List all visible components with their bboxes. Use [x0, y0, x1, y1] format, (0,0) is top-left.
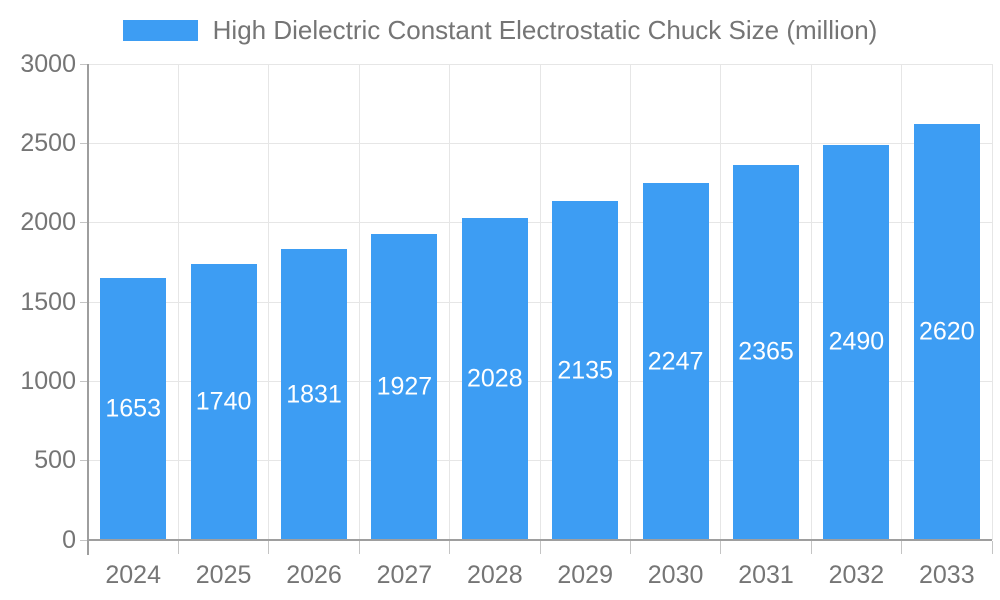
bar-2029[interactable]: 2135	[552, 201, 619, 540]
bar-2033[interactable]: 2620	[913, 124, 980, 540]
bar-value-label: 1927	[376, 372, 433, 401]
y-axis-line	[87, 64, 89, 555]
v-gridline	[358, 64, 360, 540]
bar-2030[interactable]: 2247	[642, 183, 709, 540]
y-axis-tick	[80, 380, 88, 382]
x-axis-tick	[720, 541, 722, 554]
legend-label: High Dielectric Constant Electrostatic C…	[212, 14, 878, 45]
x-axis-tick-label: 2028	[466, 561, 523, 589]
bar-value-label: 2028	[466, 364, 523, 393]
legend-swatch-icon	[122, 19, 198, 41]
x-axis-tick	[810, 541, 812, 554]
v-gridline	[177, 64, 179, 540]
x-axis-tick	[901, 541, 903, 554]
x-axis-tick	[991, 541, 993, 554]
y-axis-tick-label: 2000	[20, 208, 76, 237]
v-gridline	[268, 64, 270, 540]
y-axis-tick	[80, 460, 88, 462]
x-axis-tick	[449, 541, 451, 554]
bar-value-label: 2365	[738, 337, 794, 366]
v-gridline	[901, 64, 903, 540]
bar-2026[interactable]: 1831	[281, 249, 347, 540]
y-axis-tick	[80, 63, 88, 65]
bar-value-label: 1831	[286, 380, 342, 409]
y-axis-tick	[80, 222, 88, 224]
bar-2031[interactable]: 2365	[733, 164, 799, 540]
y-axis-tick	[80, 539, 88, 541]
bar-2032[interactable]: 2490	[823, 144, 890, 540]
x-axis-tick	[268, 541, 270, 554]
x-axis-tick-label: 2024	[105, 561, 161, 589]
x-axis-tick-label: 2026	[286, 561, 342, 589]
v-gridline	[810, 64, 812, 540]
bar-value-label: 2490	[828, 327, 885, 356]
y-axis-tick-label: 3000	[20, 49, 76, 78]
x-axis-tick-label: 2029	[557, 561, 613, 589]
y-axis-tick-label: 1000	[20, 366, 76, 395]
v-gridline	[539, 64, 541, 540]
x-axis-tick-label: 2031	[738, 561, 794, 589]
x-axis-tick-label: 2032	[828, 561, 885, 589]
y-axis-tick-label: 2500	[20, 128, 76, 157]
x-axis-tick	[177, 541, 179, 554]
v-gridline	[720, 64, 722, 540]
bar-2028[interactable]: 2028	[461, 218, 528, 540]
bar-2027[interactable]: 1927	[371, 234, 438, 540]
bar-value-label: 2135	[557, 356, 613, 385]
bar-value-label: 1740	[195, 387, 252, 416]
v-gridline	[991, 64, 993, 540]
y-axis-tick	[80, 142, 88, 144]
v-gridline	[629, 64, 631, 540]
y-axis-tick-label: 0	[62, 525, 76, 554]
x-axis-tick	[358, 541, 360, 554]
x-axis-tick-label: 2025	[195, 561, 252, 589]
bar-2024[interactable]: 1653	[100, 277, 167, 540]
chart-legend[interactable]: High Dielectric Constant Electrostatic C…	[0, 14, 1000, 46]
x-axis-tick-label: 2027	[376, 561, 433, 589]
v-gridline	[449, 64, 451, 540]
y-axis-tick-label: 500	[34, 446, 76, 475]
x-axis-tick	[629, 541, 631, 554]
bar-2025[interactable]: 1740	[190, 263, 257, 540]
bar-value-label: 2247	[647, 347, 704, 376]
y-axis-tick	[80, 301, 88, 303]
x-axis-tick-label: 2030	[647, 561, 704, 589]
x-axis-tick	[539, 541, 541, 554]
y-axis-tick-label: 1500	[20, 287, 76, 316]
bar-value-label: 2620	[918, 317, 975, 346]
x-axis-line	[87, 539, 992, 541]
x-axis-tick-label: 2033	[918, 561, 975, 589]
bar-value-label: 1653	[105, 394, 161, 423]
